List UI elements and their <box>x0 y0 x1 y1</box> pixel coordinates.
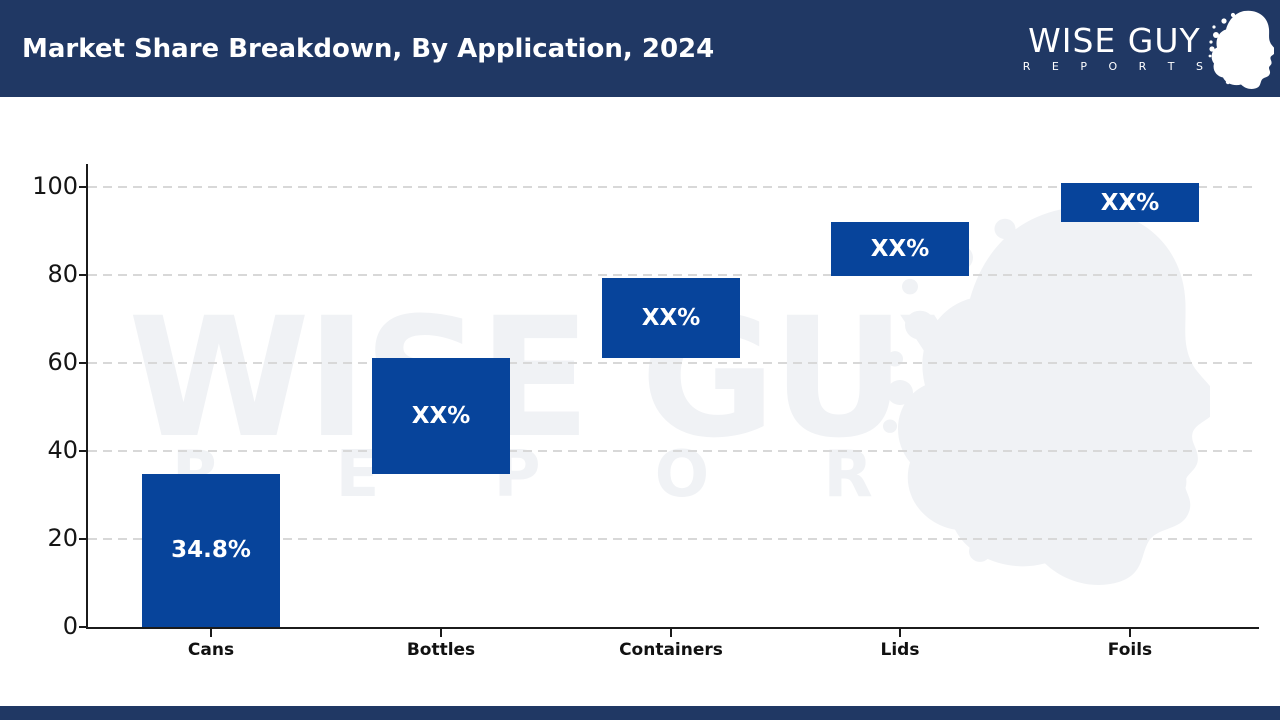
bar-value-label: XX% <box>870 236 930 263</box>
wiseguy-logo-text: WISE GUY R E P O R T S <box>1017 20 1212 74</box>
bar-cans: 34.8% <box>142 473 280 627</box>
y-tick-mark <box>79 626 87 628</box>
gridline-80 <box>88 274 1258 276</box>
header-bar: Market Share Breakdown, By Application, … <box>0 0 1280 97</box>
y-tick-mark <box>79 274 87 276</box>
x-category-label: Lids <box>880 640 920 660</box>
bar-value-label: XX% <box>411 403 471 430</box>
x-tick-mark <box>440 629 442 637</box>
y-tick-label: 20 <box>47 524 78 552</box>
x-category-label: Foils <box>1107 640 1153 660</box>
gridline-60 <box>88 362 1258 364</box>
gridline-40 <box>88 450 1258 452</box>
gridline-20 <box>88 538 1258 540</box>
x-category-label: Bottles <box>406 640 476 660</box>
y-tick-mark <box>79 186 87 188</box>
logo-subtitle: R E P O R T S <box>1022 60 1212 74</box>
watermark-text: WISE GUY <box>128 282 1021 474</box>
y-tick-label: 40 <box>47 436 78 464</box>
y-tick-label: 0 <box>62 612 78 640</box>
y-tick-label: 100 <box>32 172 78 200</box>
gridline-100 <box>88 186 1258 188</box>
page-title: Market Share Breakdown, By Application, … <box>22 33 715 64</box>
x-tick-mark <box>899 629 901 637</box>
y-axis-line <box>86 164 88 629</box>
x-category-label: Cans <box>187 640 235 660</box>
y-tick-label: 60 <box>47 348 78 376</box>
bar-value-label: XX% <box>1100 189 1160 216</box>
bar-foils: XX% <box>1061 183 1199 223</box>
logo-wordmark: WISE GUY <box>1028 20 1201 60</box>
wiseguy-logo: WISE GUY R E P O R T S <box>1017 9 1274 89</box>
x-tick-mark <box>670 629 672 637</box>
x-tick-mark <box>210 629 212 637</box>
x-category-label: Containers <box>619 640 723 660</box>
wiseguy-face-icon <box>1208 10 1274 89</box>
chart-plot-area: 0 20 40 60 80 100 34.8% Cans XX% Bottles XX% Contai… <box>0 97 1280 706</box>
bar-bottles: XX% <box>372 358 510 474</box>
y-tick-label: 80 <box>47 260 78 288</box>
bar-value-label: XX% <box>641 305 701 332</box>
x-axis-line <box>86 627 1259 629</box>
y-tick-mark <box>79 362 87 364</box>
bar-containers: XX% <box>602 278 740 359</box>
y-tick-mark <box>79 450 87 452</box>
footer-bar <box>0 706 1280 720</box>
x-tick-mark <box>1129 629 1131 637</box>
y-tick-mark <box>79 538 87 540</box>
bar-lids: XX% <box>831 222 969 276</box>
bar-value-label: 34.8% <box>171 537 251 564</box>
